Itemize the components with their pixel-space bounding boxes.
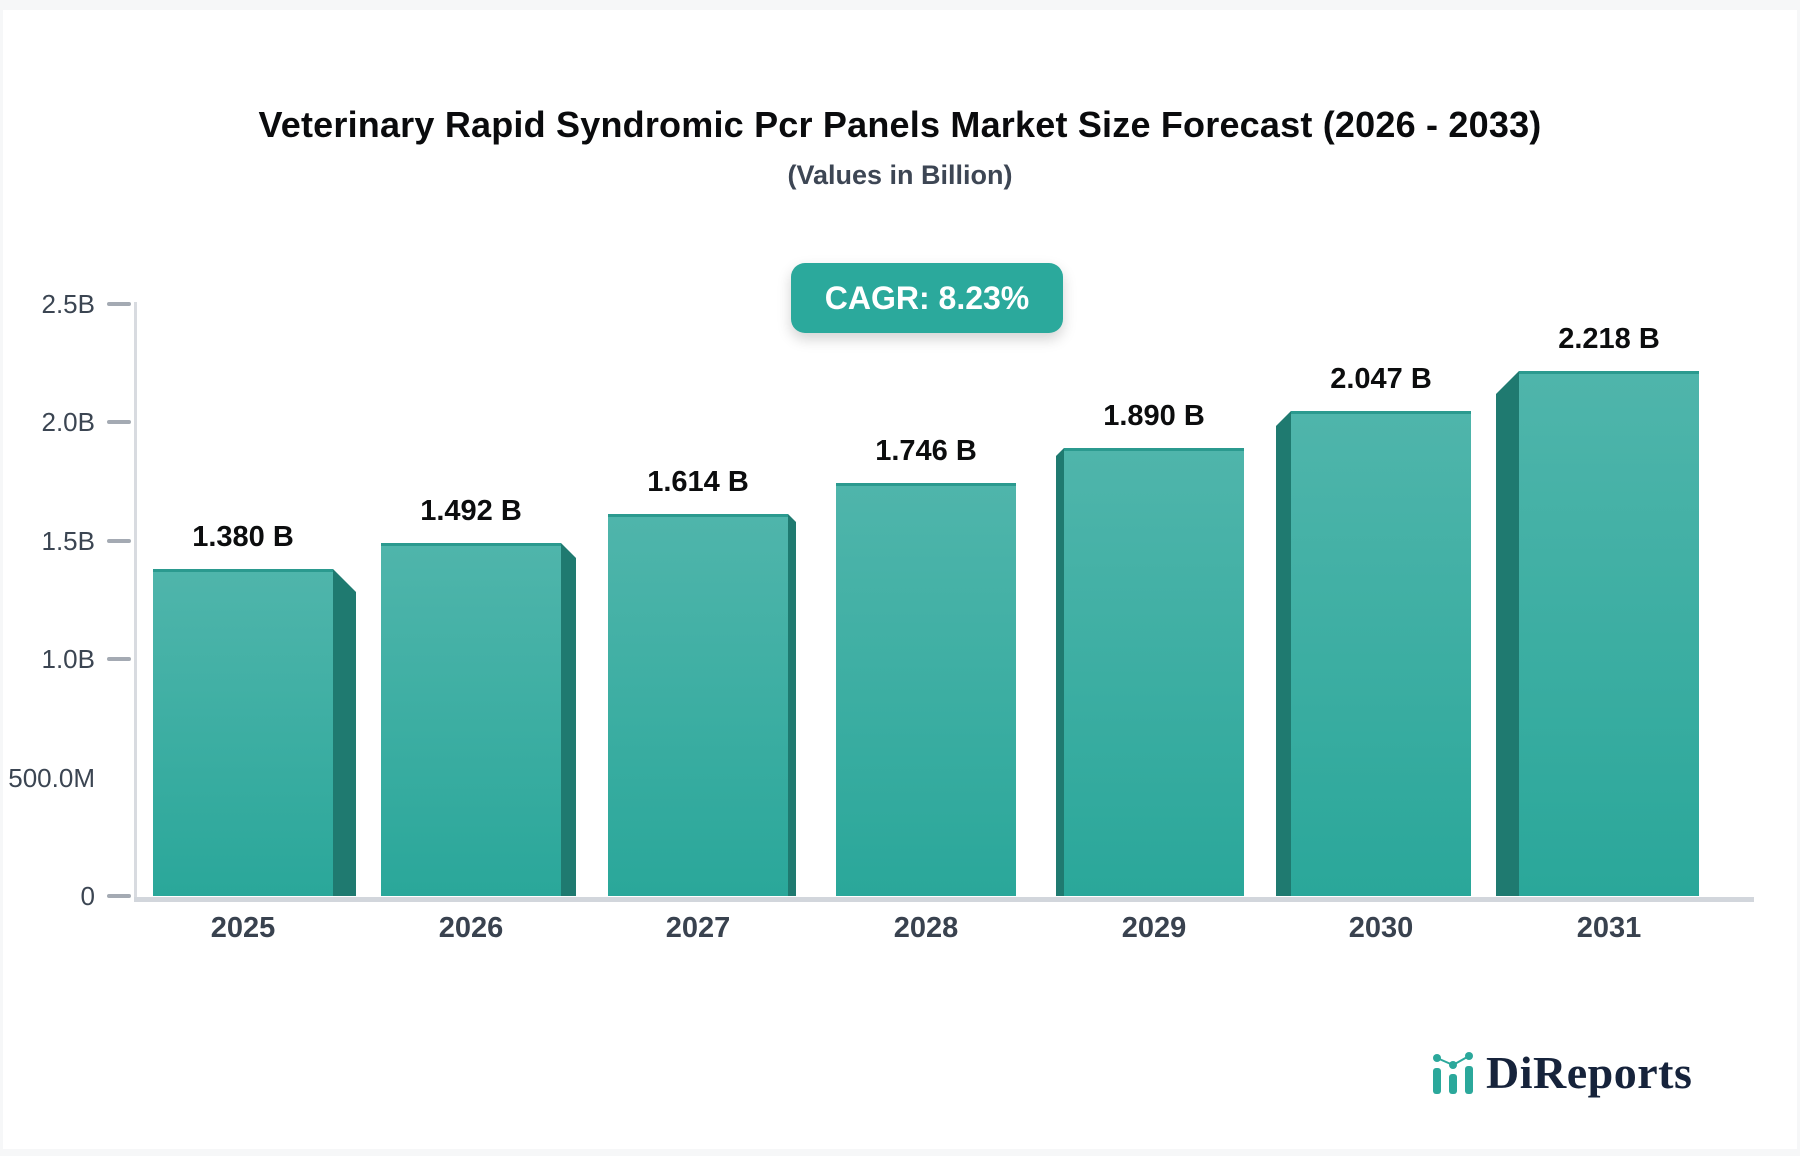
y-tick-mark	[107, 538, 131, 543]
direports-logo-text: DiReports	[1486, 1047, 1693, 1098]
y-tick-label-0: 0	[80, 881, 95, 911]
direports-logo: DiReports	[1431, 1046, 1692, 1099]
y-tick-label-1.0B: 1.0B	[41, 644, 96, 675]
x-axis-line	[134, 897, 1754, 902]
chart-card: Veterinary Rapid Syndromic Pcr Panels Ma…	[3, 10, 1797, 1149]
cagr-badge: CAGR: 8.23%	[791, 263, 1063, 333]
x-axis-label-2029: 2029	[1121, 912, 1187, 944]
bar-value-label-2027: 1.614 B	[647, 466, 749, 498]
bar-side-face-2030	[1276, 411, 1291, 896]
y-tick-label-1.5B: 1.5B	[41, 525, 96, 556]
x-axis-label-2031: 2031	[1576, 912, 1642, 944]
x-axis-label-2028: 2028	[893, 912, 959, 944]
x-axis-label-2030: 2030	[1348, 912, 1414, 944]
y-tick-mark	[107, 302, 131, 306]
bar-2029	[1064, 448, 1244, 896]
bar-value-label-2028: 1.746 B	[875, 435, 977, 467]
bar-value-label-2029: 1.890 B	[1103, 400, 1205, 432]
direports-logo-icon	[1433, 1051, 1473, 1094]
bar-side-face-2029	[1056, 448, 1064, 896]
bar-2025	[153, 569, 333, 896]
bar-value-label-2030: 2.047 B	[1330, 363, 1432, 395]
y-tick-mark	[107, 894, 131, 898]
y-tick-label-2.0B: 2.0B	[41, 407, 96, 438]
chart-subtitle: (Values in Billion)	[787, 160, 1013, 190]
bar-side-face-2026	[561, 543, 576, 896]
x-axis-label-2027: 2027	[665, 912, 731, 944]
bar-side-face-2025	[333, 569, 356, 896]
y-axis-line	[134, 302, 137, 900]
bar-chart-plot-area: 2.5B 2.0B 1.5B 1.0B 500.0M 0 1.380 B 2025 1.492 …	[3, 10, 1797, 1149]
chart-title: Veterinary Rapid Syndromic Pcr Panels Ma…	[258, 104, 1542, 145]
bar-side-face-2031	[1496, 371, 1519, 896]
bar-value-label-2025: 1.380 B	[192, 521, 294, 553]
y-tick-label-2.5B: 2.5B	[41, 289, 96, 319]
bar-value-label-2031: 2.218 B	[1558, 323, 1660, 355]
bar-2031	[1519, 371, 1699, 896]
x-axis-label-2026: 2026	[438, 912, 504, 944]
bar-2030	[1291, 411, 1471, 896]
bar-2026	[381, 543, 561, 896]
bar-value-label-2026: 1.492 B	[420, 495, 522, 527]
x-axis-label-2025: 2025	[210, 912, 276, 944]
y-tick-mark	[107, 420, 131, 425]
bar-2027	[608, 514, 788, 896]
bar-2028	[836, 483, 1016, 896]
y-tick-mark	[107, 657, 131, 662]
y-tick-label-500.0M: 500.0M	[8, 762, 95, 793]
bar-side-face-2027	[788, 514, 796, 896]
